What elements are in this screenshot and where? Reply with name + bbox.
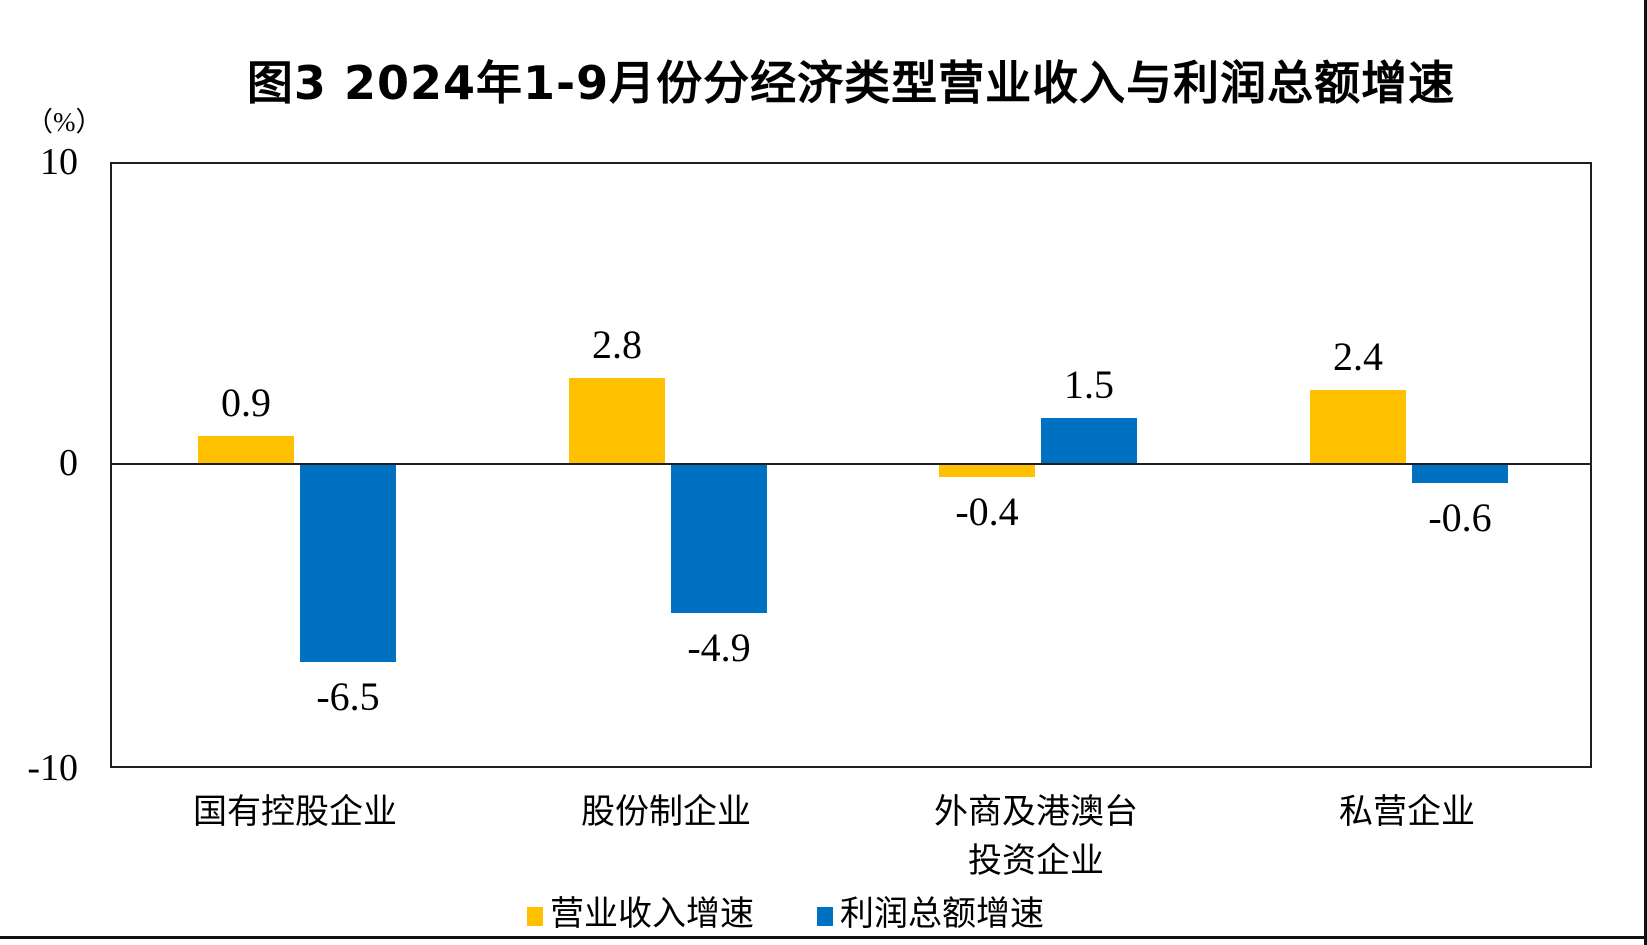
page-border-bottom [0, 936, 1647, 939]
bar-revenue [939, 465, 1035, 477]
legend-label-profit: 利润总额增速 [840, 896, 1044, 933]
bar-profit [300, 465, 396, 662]
category-label-state-holding: 国有控股企业 [193, 794, 397, 831]
legend-item-profit: 利润总额增速 [817, 894, 1044, 936]
value-label: -0.6 [1428, 495, 1492, 540]
page-border-right [1644, 0, 1647, 945]
profit-legend-swatch-icon [817, 907, 833, 926]
plot-area: 0.9 -6.5 2.8 -4.9 -0.4 1.5 2.4 -0.6 [110, 162, 1592, 768]
value-label: 0.9 [221, 380, 271, 425]
bar-revenue [569, 378, 665, 463]
category-label-joint-stock: 股份制企业 [581, 794, 751, 831]
bar-revenue [198, 436, 294, 463]
value-label: -6.5 [316, 674, 380, 719]
value-label: 1.5 [1064, 362, 1114, 407]
y-tick-0: 0 [59, 442, 78, 484]
bar-revenue [1310, 390, 1406, 463]
y-tick-minus-10: -10 [27, 747, 78, 789]
chart-title: 图3 2024年1-9月份分经济类型营业收入与利润总额增速 [246, 56, 1456, 110]
revenue-legend-swatch-icon [527, 907, 543, 926]
y-tick-10: 10 [40, 141, 78, 183]
zero-axis-line [112, 463, 1590, 465]
category-label-private: 私营企业 [1339, 794, 1475, 831]
category-label-foreign-hkmt: 外商及港澳台 投资企业 [934, 794, 1138, 881]
value-label: 2.8 [592, 322, 642, 367]
bar-profit [1041, 418, 1137, 463]
value-label: 2.4 [1333, 334, 1383, 379]
legend-item-revenue: 营业收入增速 [527, 894, 754, 936]
value-label: -0.4 [955, 489, 1019, 534]
legend-label-revenue: 营业收入增速 [550, 896, 754, 933]
value-label: -4.9 [687, 625, 751, 670]
bar-profit [1412, 465, 1508, 483]
y-axis-unit-label: （%） [26, 107, 103, 137]
bar-profit [671, 465, 767, 613]
